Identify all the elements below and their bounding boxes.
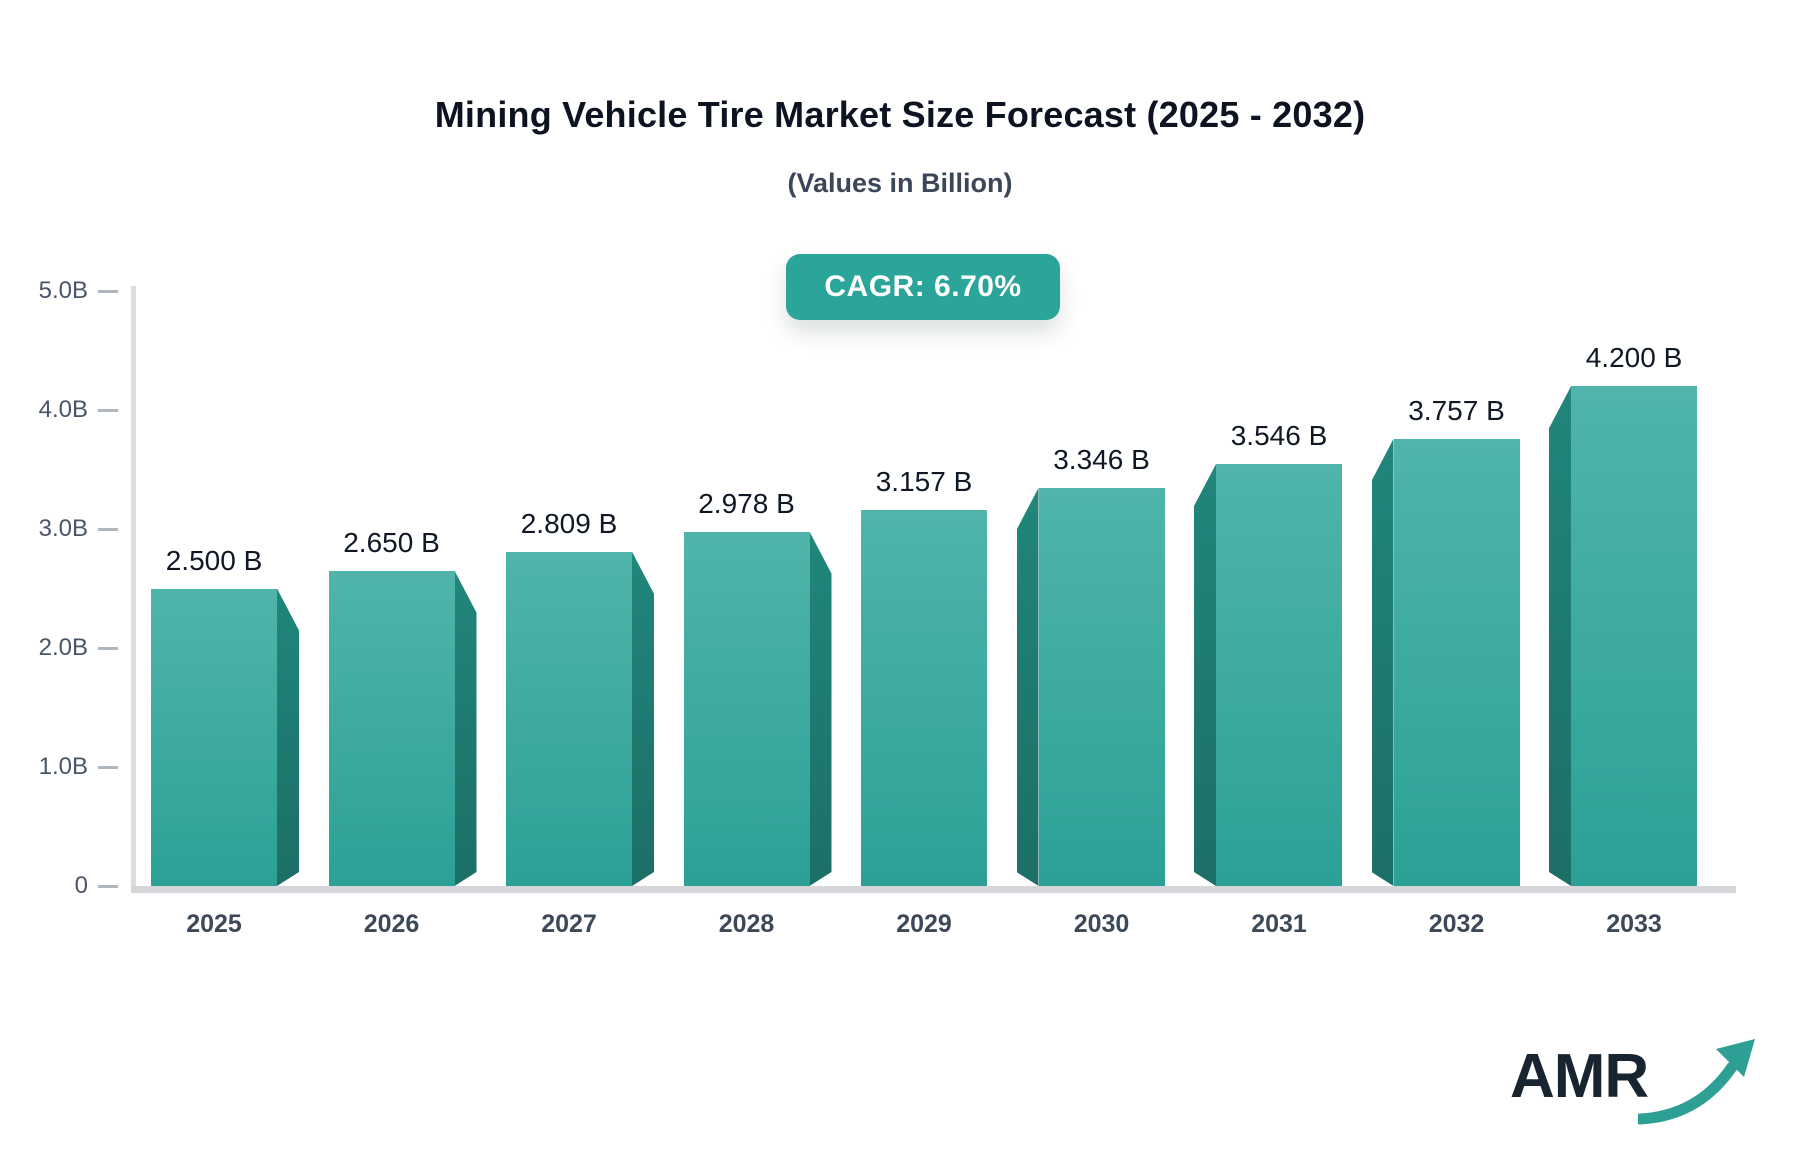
bar-3d-side-2028 <box>810 532 832 886</box>
y-axis-line <box>131 286 136 893</box>
y-tick-mark <box>98 290 118 293</box>
y-tick-label: 2.0B <box>38 634 88 661</box>
bar-3d-side-2027 <box>632 552 654 886</box>
bar-2031 <box>1216 464 1342 886</box>
bar-2027 <box>506 551 632 886</box>
amr-logo-text: AMR <box>1510 1042 1649 1111</box>
x-tick-label-2033: 2033 <box>1606 910 1662 938</box>
growth-arrow-icon <box>1638 1039 1755 1125</box>
y-tick-mark <box>98 409 118 412</box>
bar-value-label-2026: 2.650 B <box>343 526 440 558</box>
x-tick-label-2028: 2028 <box>718 910 775 938</box>
x-tick-label-2031: 2031 <box>1251 910 1307 938</box>
y-tick-label: 5.0B <box>38 277 88 304</box>
bar-3d-side-2033 <box>1549 386 1571 886</box>
amr-logo: AMR <box>1510 1035 1760 1125</box>
x-tick-label-2030: 2030 <box>1073 910 1130 938</box>
bar-3d-side-2026 <box>455 571 477 886</box>
y-tick-label: 3.0B <box>38 515 88 542</box>
bar-2025 <box>151 588 277 886</box>
y-tick-label: 4.0B <box>38 396 88 423</box>
bar-3d-side-2032 <box>1372 439 1394 886</box>
bar-3d-side-2025 <box>277 589 299 887</box>
bar-3d-side-2031 <box>1194 464 1216 886</box>
bar-value-label-2028: 2.978 B <box>698 487 795 519</box>
x-tick-label-2029: 2029 <box>896 910 952 938</box>
x-axis-baseline <box>131 886 1736 893</box>
y-tick-mark <box>98 766 118 769</box>
bar-2026 <box>328 570 455 886</box>
x-tick-label-2032: 2032 <box>1428 910 1485 938</box>
bar-value-label-2025: 2.500 B <box>165 544 263 576</box>
bar-3d-side-2030 <box>1017 488 1039 886</box>
y-tick-mark <box>98 885 118 888</box>
cagr-badge: CAGR: 6.70% <box>786 254 1060 320</box>
bar-value-label-2032: 3.757 B <box>1408 394 1505 426</box>
x-tick-label-2026: 2026 <box>363 910 420 938</box>
bar-2032 <box>1393 438 1520 886</box>
bar-2028 <box>683 531 810 886</box>
bar-value-label-2029: 3.157 B <box>875 466 973 498</box>
bar-value-label-2033: 4.200 B <box>1585 342 1683 374</box>
x-tick-label-2027: 2027 <box>541 910 597 938</box>
x-tick-label-2025: 2025 <box>186 910 242 938</box>
bar-2029 <box>861 510 987 886</box>
bar-value-label-2030: 3.346 B <box>1053 443 1150 475</box>
chart-subtitle: (Values in Billion) <box>787 168 1013 198</box>
cagr-badge-label: CAGR: 6.70% <box>824 270 1022 303</box>
y-tick-label: 0 <box>74 872 88 899</box>
chart-title: Mining Vehicle Tire Market Size Forecast… <box>434 94 1366 135</box>
bar-value-label-2031: 3.546 B <box>1230 420 1328 452</box>
bar-2033 <box>1571 386 1697 886</box>
bar-2030 <box>1038 487 1165 886</box>
y-tick-mark <box>98 528 118 531</box>
bar-value-label-2027: 2.809 B <box>520 507 618 539</box>
y-tick-mark <box>98 647 118 650</box>
y-tick-label: 1.0B <box>38 753 88 780</box>
